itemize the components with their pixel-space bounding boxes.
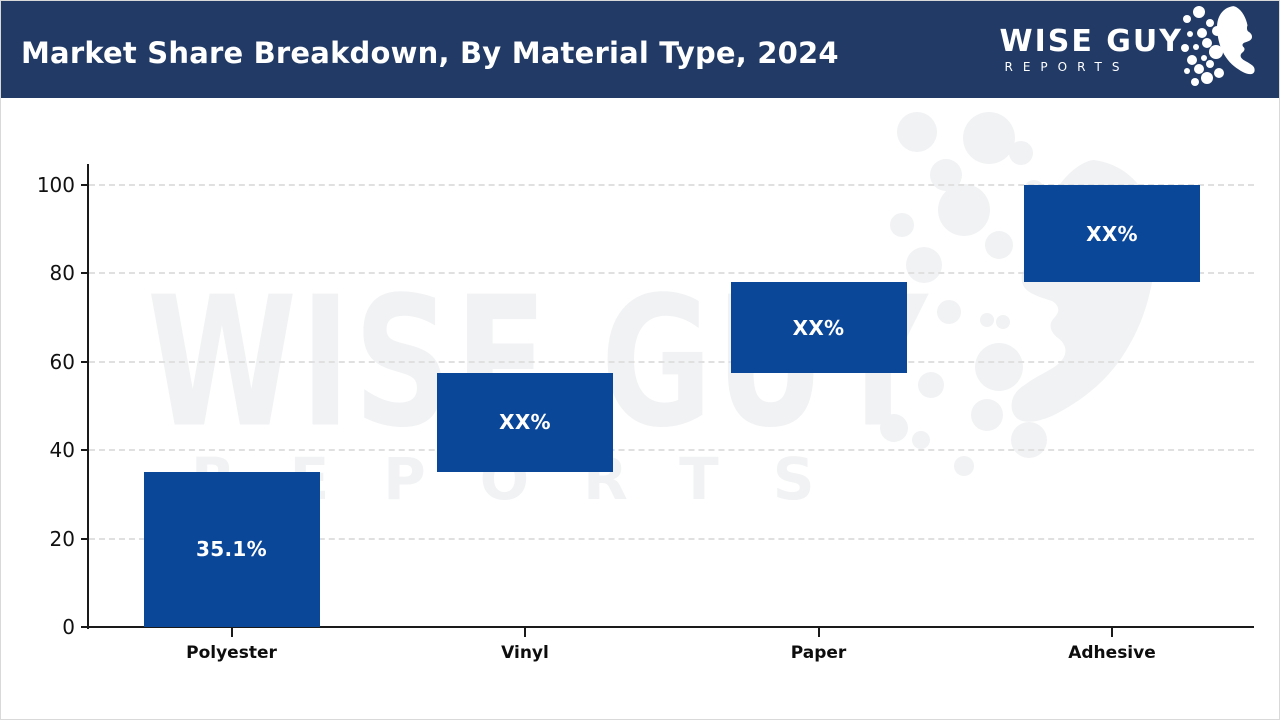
bar-value-label: XX% [499,410,551,435]
chart-title: Market Share Breakdown, By Material Type… [21,35,839,70]
y-tickmark-20 [81,537,89,540]
x-tick-label-polyester: Polyester [186,643,277,663]
logo-tagline: REPORTS [1004,59,1130,74]
bar-value-label: 35.1% [196,537,267,562]
y-tick-label-0: 0 [62,615,75,639]
bar-value-label: XX% [1086,221,1138,246]
x-tickmark-vinyl [524,628,526,637]
x-tickmark-adhesive [1111,628,1113,637]
y-tick-label-60: 60 [49,349,75,374]
y-tickmark-100 [81,184,89,186]
y-tick-label-80: 80 [49,261,75,286]
y-axis-spine [87,164,89,629]
gridline-80 [89,272,1254,275]
y-tickmark-60 [81,360,89,363]
y-tickmark-80 [81,272,89,275]
x-tick-label-adhesive: Adhesive [1068,643,1156,663]
chart-area: WISE GUY REPORTS 0 20 40 60 80 100 35.1% Polyes… [1,98,1279,719]
gridline-20 [89,537,1254,540]
gridline-100 [89,184,1254,186]
logo-text: WISE GUY REPORTS [999,23,1183,74]
bar-vinyl: XX% [437,372,613,472]
y-tick-label-40: 40 [49,438,75,463]
x-tick-label-vinyl: Vinyl [501,643,549,663]
y-tick-label-100: 100 [36,173,75,197]
plot: 0 20 40 60 80 100 35.1% Polyester XX% Vinyl XX% Pap… [1,98,1279,719]
bar-adhesive: XX% [1024,185,1200,283]
y-tickmark-0 [81,626,89,628]
bar-paper: XX% [730,282,907,373]
x-tickmark-polyester [230,628,233,637]
wiseguy-logo: WISE GUY REPORTS [999,3,1257,97]
bar-polyester: 35.1% [143,471,320,627]
y-tick-label-20: 20 [49,526,75,551]
logo-face-icon [1181,5,1255,86]
logo-wordmark: WISE GUY [999,23,1183,59]
x-tickmark-paper [817,628,820,637]
gridline-60 [89,360,1254,363]
y-tickmark-40 [81,449,89,452]
header: Market Share Breakdown, By Material Type… [1,1,1279,98]
x-axis-line [87,626,1254,628]
gridline-40 [89,449,1254,452]
bar-value-label: XX% [792,315,845,340]
x-tick-label-paper: Paper [790,643,847,663]
